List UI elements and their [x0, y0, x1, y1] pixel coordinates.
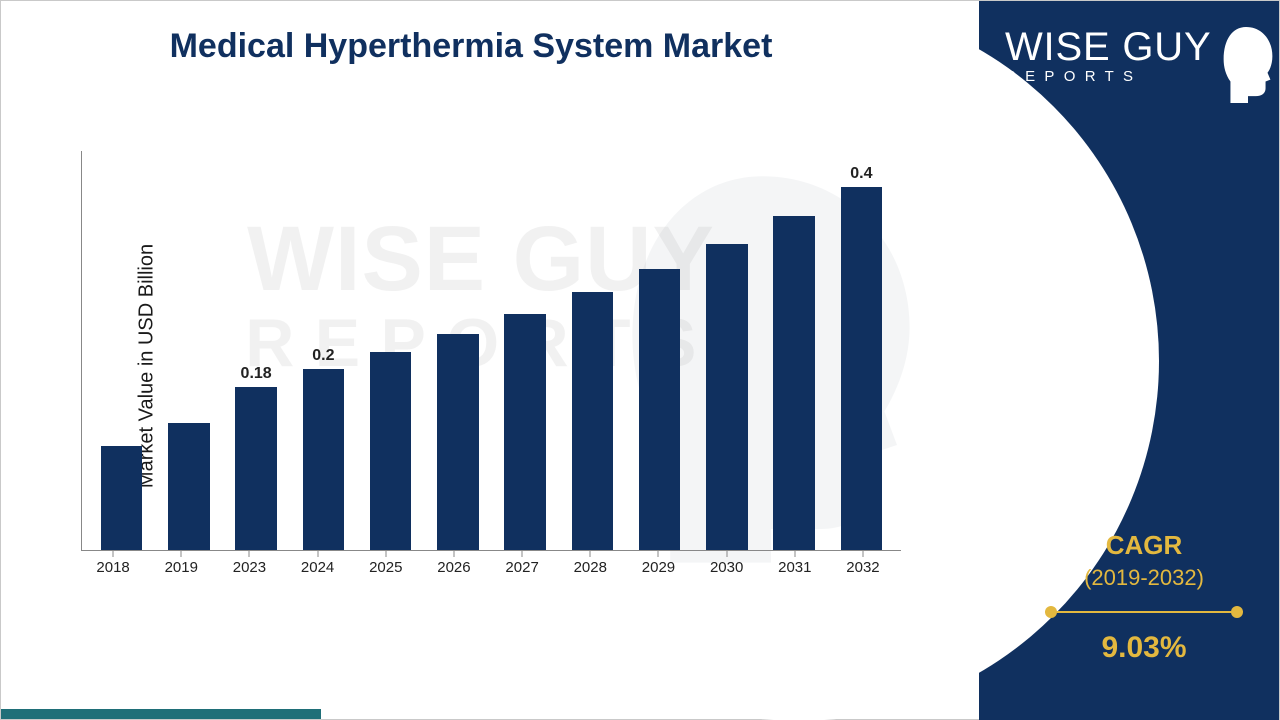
brand-head-icon — [1217, 25, 1279, 103]
bar — [235, 387, 277, 550]
bars-container: 0.18 0.2 0.4 — [82, 151, 901, 550]
report-canvas: WISE GUY REPORTS Medical Hyperthermia Sy… — [0, 0, 1280, 720]
bar — [706, 244, 748, 551]
tick-label: 2027 — [488, 559, 556, 576]
bar-slot: 0.4 — [828, 151, 895, 550]
bar — [370, 352, 412, 550]
tick-mark — [522, 551, 523, 557]
bar-slot — [155, 151, 222, 550]
x-tick: 2018 — [79, 551, 147, 576]
tick-label: 2025 — [352, 559, 420, 576]
x-tick: 2026 — [420, 551, 488, 576]
tick-label: 2018 — [79, 559, 147, 576]
cagr-range: (2019-2032) — [1039, 565, 1249, 591]
tick-mark — [590, 551, 591, 557]
tick-label: 2031 — [761, 559, 829, 576]
bar — [504, 314, 546, 550]
bar-slot — [357, 151, 424, 550]
x-ticks: 2018201920232024202520262027202820292030… — [73, 551, 903, 576]
x-tick: 2025 — [352, 551, 420, 576]
bar — [168, 423, 210, 550]
bar-slot — [424, 151, 491, 550]
bar-chart: Market Value in USD Billion 0.180.20.4 2… — [73, 151, 903, 581]
bar-slot — [626, 151, 693, 550]
brand-line1: WISE GUY — [1005, 25, 1211, 70]
tick-mark — [249, 551, 250, 557]
tick-mark — [113, 551, 114, 557]
bar-value-label: 0.2 — [312, 347, 334, 365]
bar-slot: 0.2 — [290, 151, 357, 550]
cagr-block: CAGR (2019-2032) 9.03% — [1039, 530, 1249, 665]
bar — [303, 369, 345, 550]
tick-mark — [862, 551, 863, 557]
brand-logo: WISE GUY REPORTS — [1005, 25, 1255, 103]
tick-mark — [453, 551, 454, 557]
tick-label: 2029 — [624, 559, 692, 576]
bar — [101, 446, 143, 550]
x-tick: 2023 — [215, 551, 283, 576]
bar-slot — [88, 151, 155, 550]
bar-value-label: 0.18 — [241, 365, 272, 383]
bar-value-label: 0.4 — [850, 165, 872, 183]
bar-slot — [492, 151, 559, 550]
x-tick: 2019 — [147, 551, 215, 576]
bar-slot — [761, 151, 828, 550]
bar — [437, 334, 479, 550]
tick-label: 2032 — [829, 559, 897, 576]
bar — [572, 292, 614, 550]
bar-slot — [559, 151, 626, 550]
bar — [841, 187, 883, 550]
brand-line2: REPORTS — [1005, 68, 1211, 85]
tick-mark — [726, 551, 727, 557]
tick-mark — [658, 551, 659, 557]
tick-label: 2023 — [215, 559, 283, 576]
bar-slot — [693, 151, 760, 550]
x-tick: 2024 — [284, 551, 352, 576]
tick-label: 2030 — [693, 559, 761, 576]
tick-mark — [794, 551, 795, 557]
x-tick: 2029 — [624, 551, 692, 576]
tick-mark — [385, 551, 386, 557]
x-tick: 2027 — [488, 551, 556, 576]
tick-label: 2019 — [147, 559, 215, 576]
bar-slot: 0.18 — [223, 151, 290, 550]
x-tick: 2031 — [761, 551, 829, 576]
bottom-accent-strip — [1, 709, 321, 719]
cagr-divider — [1051, 611, 1237, 613]
bar — [639, 269, 681, 550]
tick-mark — [181, 551, 182, 557]
bar — [773, 216, 815, 550]
tick-label: 2024 — [284, 559, 352, 576]
cagr-value: 9.03% — [1039, 631, 1249, 665]
tick-label: 2028 — [556, 559, 624, 576]
tick-mark — [317, 551, 318, 557]
chart-title: Medical Hyperthermia System Market — [61, 27, 881, 66]
x-tick: 2028 — [556, 551, 624, 576]
x-tick: 2030 — [693, 551, 761, 576]
cagr-label: CAGR — [1039, 530, 1249, 561]
tick-label: 2026 — [420, 559, 488, 576]
plot-area: 0.18 0.2 0.4 — [81, 151, 901, 551]
x-tick: 2032 — [829, 551, 897, 576]
